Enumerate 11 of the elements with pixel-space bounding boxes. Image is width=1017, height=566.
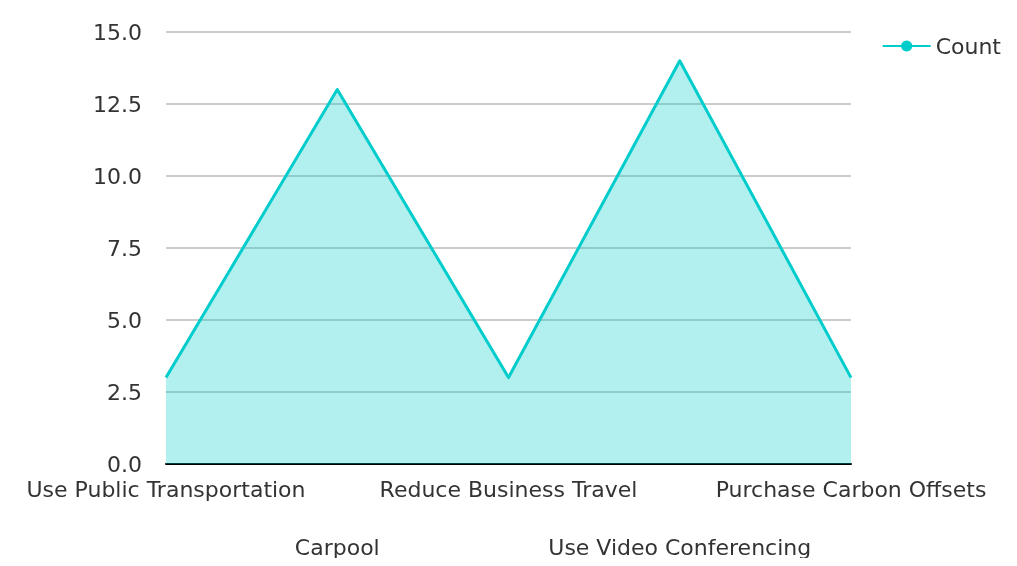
y-tick-label: 15.0 (93, 19, 142, 45)
y-tick-label: 10.0 (93, 163, 142, 189)
y-tick-label: 5.0 (107, 307, 142, 333)
legend-label: Count (935, 33, 1002, 59)
x-tick-label: Purchase Carbon Offsets (715, 476, 987, 502)
x-tick-label: Use Public Transportation (26, 476, 306, 502)
y-tick-label: 7.5 (107, 235, 142, 261)
y-tick-label: 0.0 (107, 451, 142, 477)
y-tick-label: 12.5 (93, 91, 142, 117)
y-tick-label: 2.5 (107, 379, 142, 405)
x-tick-label: Reduce Business Travel (379, 476, 638, 502)
